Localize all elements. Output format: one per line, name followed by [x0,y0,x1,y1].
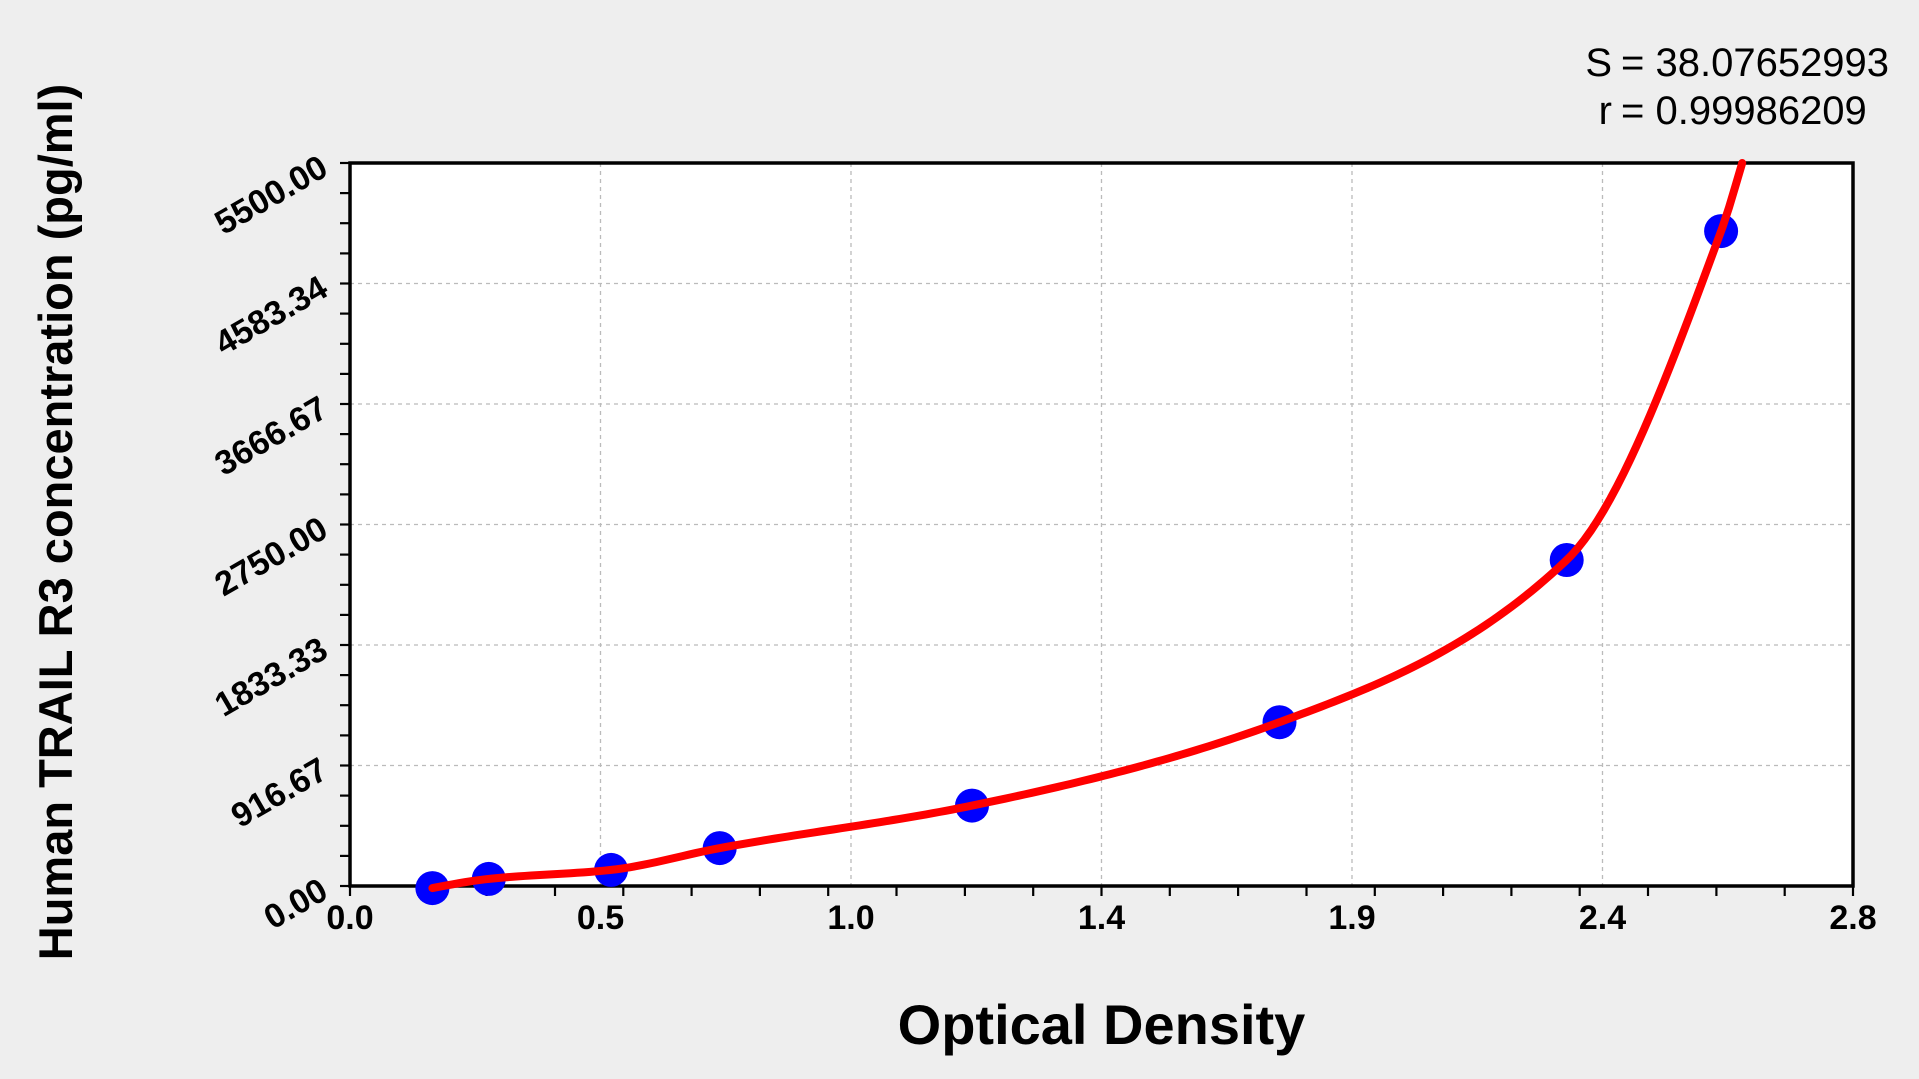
svg-text:1.0: 1.0 [827,899,874,937]
svg-text:0.5: 0.5 [577,899,624,937]
svg-text:Optical Density: Optical Density [898,993,1306,1056]
svg-text:= 0.99986209: = 0.99986209 [1621,89,1867,133]
svg-text:1.4: 1.4 [1078,899,1125,937]
svg-text:2.4: 2.4 [1579,899,1626,937]
svg-text:2.8: 2.8 [1829,899,1876,937]
svg-text:= 38.07652993: = 38.07652993 [1621,41,1889,85]
svg-text:r: r [1599,89,1612,133]
svg-text:Human TRAIL R3 concentration: Human TRAIL R3 concentration (pg/ml) [29,84,82,961]
svg-text:0.0: 0.0 [326,899,373,937]
svg-text:1.9: 1.9 [1328,899,1375,937]
svg-text:S: S [1585,41,1612,85]
